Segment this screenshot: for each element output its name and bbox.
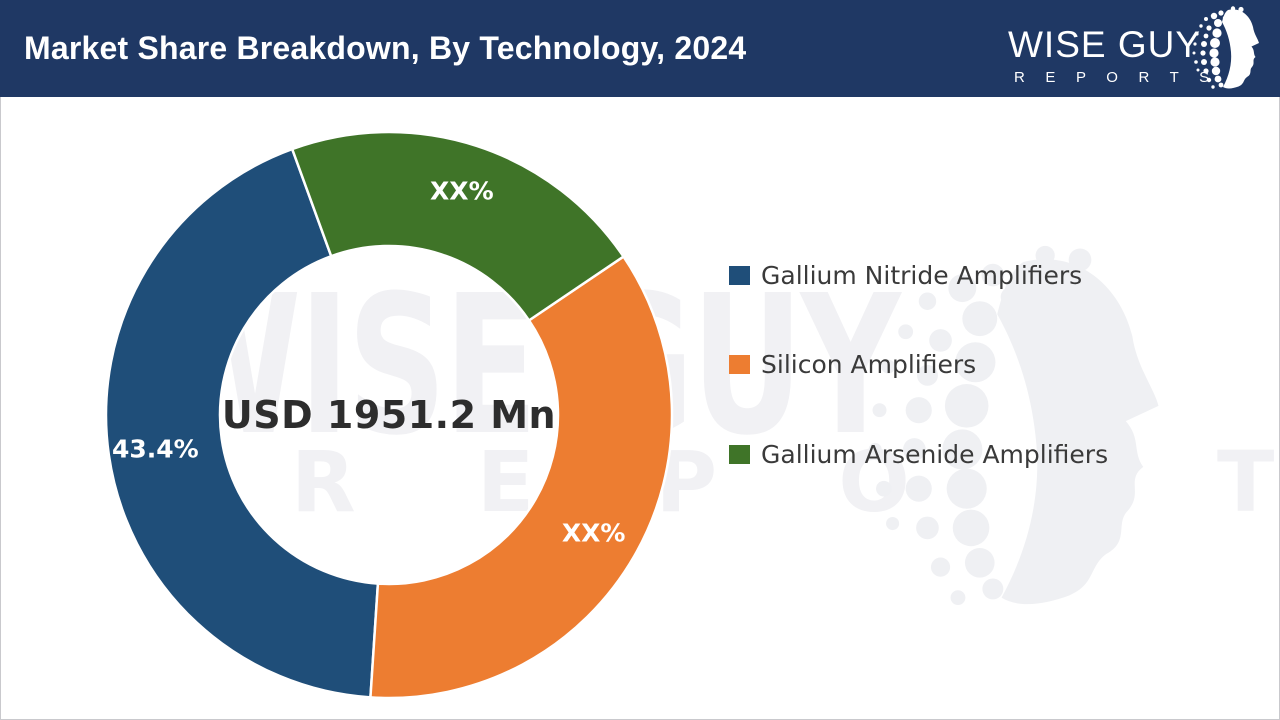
slice-label-1: XX% <box>562 519 626 548</box>
wise-guy-reports-logo: WISE GUY R E P O R T S <box>1008 5 1259 89</box>
slice-label-0: 43.4% <box>112 434 199 463</box>
legend-item-gallium-arsenide: Gallium Arsenide Amplifiers <box>729 436 1108 472</box>
legend-swatch-green <box>729 444 750 464</box>
legend-item-silicon: Silicon Amplifiers <box>729 346 976 382</box>
legend-label: Gallium Nitride Amplifiers <box>761 260 1083 290</box>
donut-segment-0 <box>104 147 380 699</box>
legend-label: Gallium Arsenide Amplifiers <box>761 439 1109 469</box>
logo-subtitle: R E P O R T S <box>1014 69 1217 86</box>
slice-label-2: XX% <box>430 177 494 206</box>
legend-label: Silicon Amplifiers <box>761 349 977 379</box>
donut-segment-2 <box>290 130 625 322</box>
legend-item-gallium-nitride: Gallium Nitride Amplifiers <box>729 257 1082 293</box>
donut-center-value: USD 1951.2 Mn <box>221 393 557 437</box>
chart-area: WISE GUY R E P O R T S 43.4%XX%XX% USD 1… <box>0 97 1280 720</box>
legend-swatch-blue <box>729 265 750 285</box>
donut-segment-1 <box>369 255 674 700</box>
page-title: Market Share Breakdown, By Technology, 2… <box>24 30 747 66</box>
logo-wordmark: WISE GUY <box>1008 24 1201 65</box>
legend-swatch-orange <box>729 354 750 374</box>
donut-chart: 43.4% XX% XX% <box>104 130 674 700</box>
header-bar: Market Share Breakdown, By Technology, 2… <box>0 0 1280 97</box>
